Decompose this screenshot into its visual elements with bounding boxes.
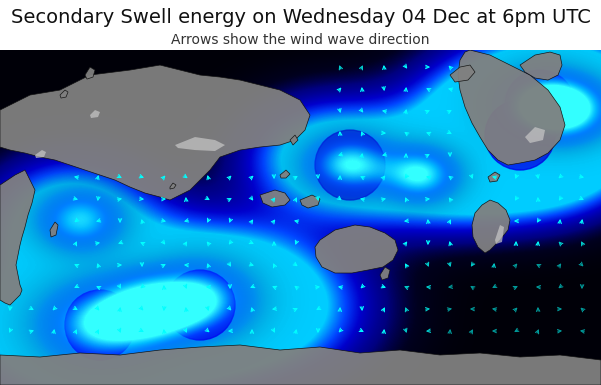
Polygon shape	[60, 90, 68, 98]
Circle shape	[505, 70, 575, 140]
Polygon shape	[0, 345, 601, 385]
Polygon shape	[90, 110, 100, 118]
Polygon shape	[450, 65, 475, 82]
Polygon shape	[488, 172, 500, 182]
Polygon shape	[495, 225, 504, 244]
Polygon shape	[520, 52, 562, 80]
Polygon shape	[35, 150, 46, 158]
Polygon shape	[85, 67, 95, 79]
Circle shape	[165, 270, 235, 340]
Polygon shape	[170, 183, 176, 189]
Polygon shape	[0, 170, 35, 305]
Polygon shape	[300, 195, 320, 208]
Polygon shape	[472, 200, 510, 253]
Polygon shape	[50, 222, 58, 237]
Circle shape	[315, 130, 385, 200]
Polygon shape	[175, 137, 225, 151]
Polygon shape	[260, 190, 290, 207]
Polygon shape	[525, 127, 545, 143]
Text: Arrows show the wind wave direction: Arrows show the wind wave direction	[171, 33, 430, 47]
Circle shape	[485, 100, 555, 170]
Polygon shape	[315, 225, 398, 273]
Circle shape	[65, 290, 135, 360]
Polygon shape	[380, 267, 390, 280]
Polygon shape	[458, 50, 565, 165]
Polygon shape	[0, 65, 310, 200]
Polygon shape	[280, 170, 290, 178]
Polygon shape	[290, 135, 298, 145]
Text: Secondary Swell energy on Wednesday 04 Dec at 6pm UTC: Secondary Swell energy on Wednesday 04 D…	[11, 8, 590, 27]
